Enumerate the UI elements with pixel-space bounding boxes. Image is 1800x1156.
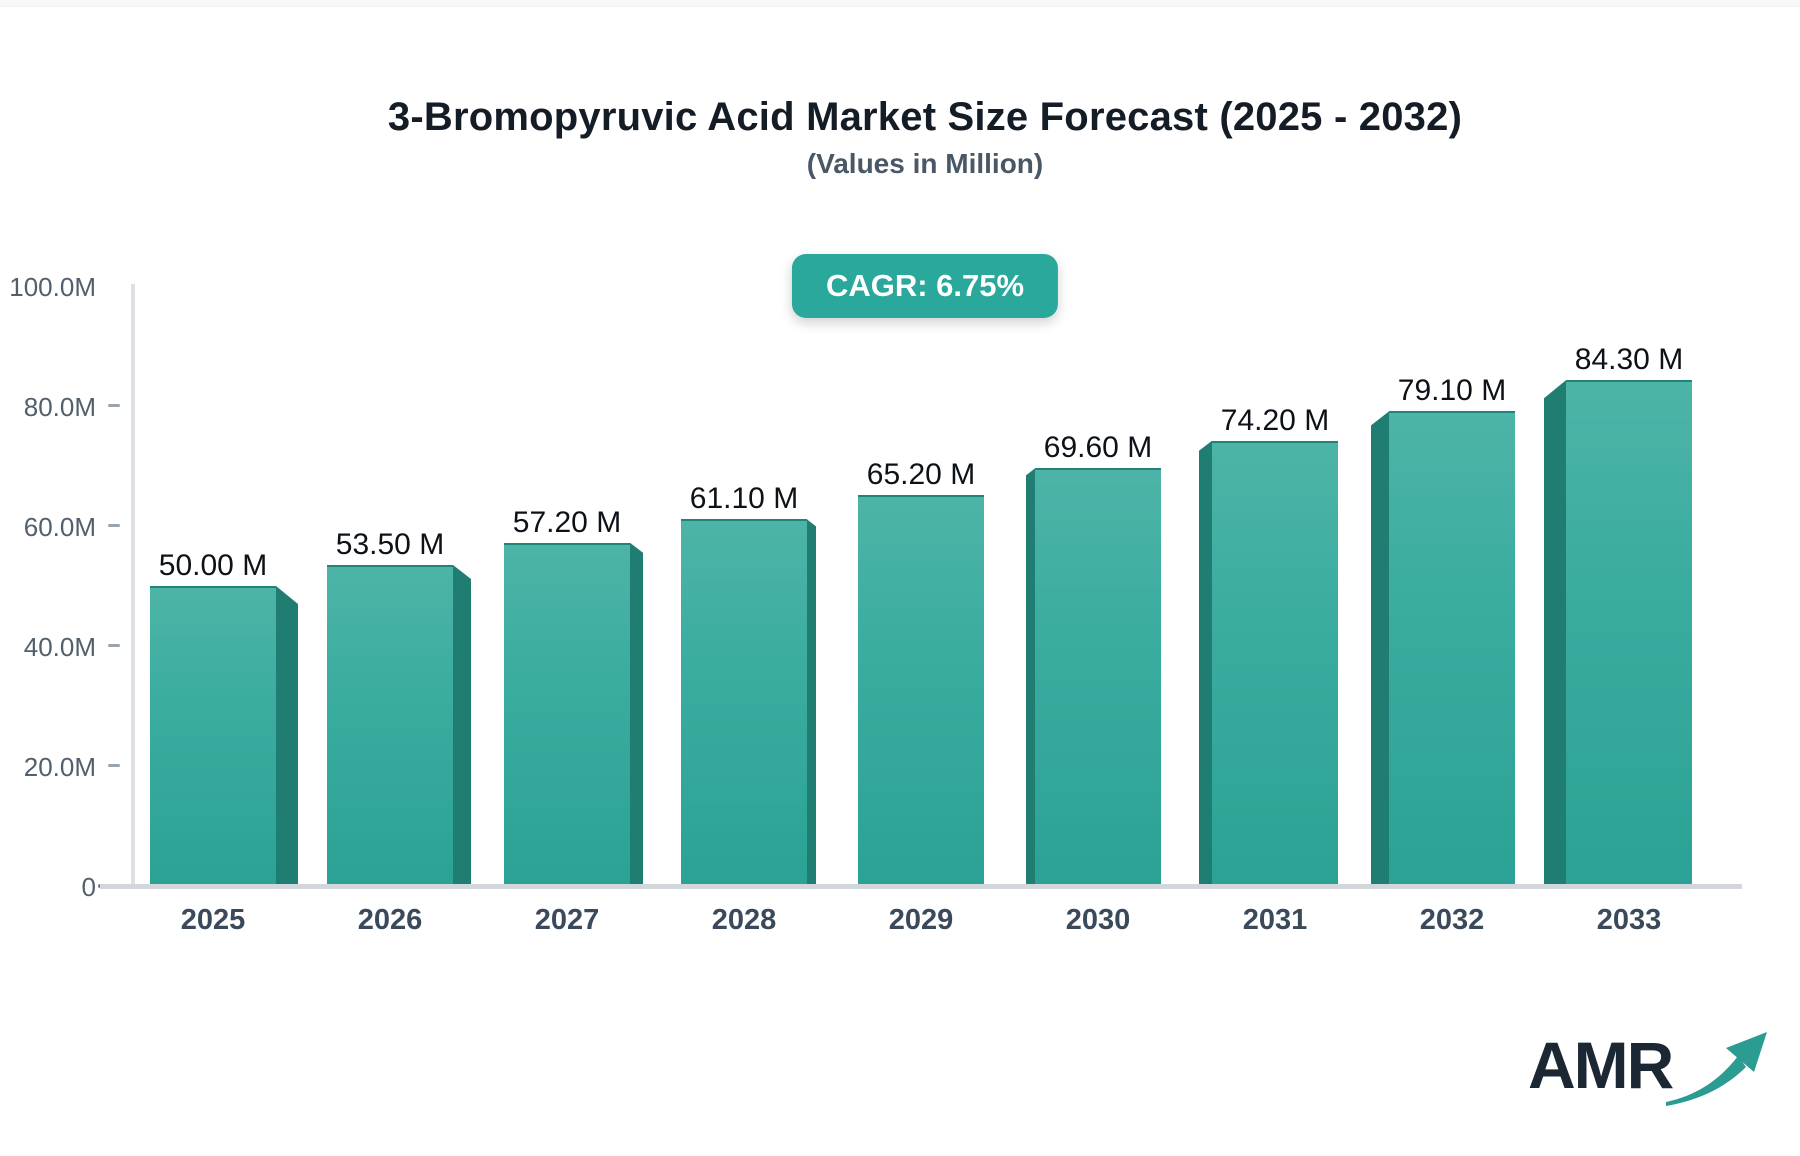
bar-side-2025[interactable] <box>276 586 298 886</box>
y-axis-tick-label: 80.0M <box>23 392 96 422</box>
y-axis-tick-mark <box>108 644 120 647</box>
y-axis-tick-mark <box>108 404 120 407</box>
chart-header: 3-Bromopyruvic Acid Market Size Forecast… <box>0 0 1800 180</box>
x-axis-label-2033: 2033 <box>1596 904 1662 936</box>
bar-front-2029[interactable] <box>858 494 984 886</box>
x-axis-label-2028: 2028 <box>711 904 777 936</box>
x-axis-line <box>100 884 1742 889</box>
x-axis-label-2031: 2031 <box>1242 904 1308 936</box>
bar-front-2033[interactable] <box>1566 380 1692 886</box>
bar-value-label-2031: 74.20 M <box>1220 403 1330 437</box>
bar-value-label-2033: 84.30 M <box>1574 343 1684 377</box>
bar-value-label-2029: 65.20 M <box>866 457 976 491</box>
bar-front-2031[interactable] <box>1212 440 1338 886</box>
y-axis-tick-label: 60.0M <box>23 512 96 542</box>
y-axis-tick-label: 0 <box>81 872 96 902</box>
bar-front-2027[interactable] <box>504 542 630 886</box>
amr-logo: AMR <box>1528 1032 1778 1122</box>
bar-side-2030[interactable] <box>1026 468 1035 886</box>
bar-value-label-2028: 61.10 M <box>689 482 799 516</box>
bar-side-2027[interactable] <box>630 542 643 886</box>
bar-value-label-2030: 69.60 M <box>1043 431 1153 465</box>
bar-front-2030[interactable] <box>1035 468 1161 886</box>
bar-side-2033[interactable] <box>1544 380 1566 886</box>
cagr-badge: CAGR: 6.75% <box>791 254 1059 318</box>
bar-front-2025[interactable] <box>150 586 276 886</box>
bar-front-2032[interactable] <box>1389 411 1515 886</box>
x-axis-label-2027: 2027 <box>534 904 600 936</box>
x-axis-label-2026: 2026 <box>357 904 423 936</box>
bar-side-2031[interactable] <box>1199 440 1212 886</box>
y-axis-tick-mark <box>108 764 120 767</box>
chart-title: 3-Bromopyruvic Acid Market Size Forecast… <box>387 95 1463 139</box>
bar-front-2026[interactable] <box>327 565 453 886</box>
bar-front-2028[interactable] <box>681 519 807 886</box>
x-axis-label-2032: 2032 <box>1419 904 1485 936</box>
bar-side-2026[interactable] <box>453 565 471 886</box>
bar-value-label-2027: 57.20 M <box>512 505 622 539</box>
y-axis-line <box>131 284 135 888</box>
y-axis-tick-mark <box>108 524 120 527</box>
y-axis-tick-label: 20.0M <box>23 752 96 782</box>
x-axis-label-2029: 2029 <box>888 904 954 936</box>
x-axis-label-2030: 2030 <box>1065 904 1131 936</box>
chart-subtitle: (Values in Million) <box>806 148 1044 179</box>
top-border <box>0 0 1800 7</box>
bar-value-label-2026: 53.50 M <box>335 528 445 561</box>
bar-value-label-2032: 79.10 M <box>1397 374 1507 408</box>
y-axis-tick-label: 40.0M <box>23 632 96 662</box>
bar-value-label-2025: 50.00 M <box>158 549 268 582</box>
growth-arrow-icon <box>1666 1032 1767 1106</box>
bar-side-2032[interactable] <box>1371 411 1389 886</box>
x-axis-label-2025: 2025 <box>180 904 246 936</box>
y-axis-tick-label: 100.0M <box>9 272 96 302</box>
bar-side-2028[interactable] <box>807 519 816 886</box>
amr-logo-text: AMR <box>1528 1028 1674 1102</box>
